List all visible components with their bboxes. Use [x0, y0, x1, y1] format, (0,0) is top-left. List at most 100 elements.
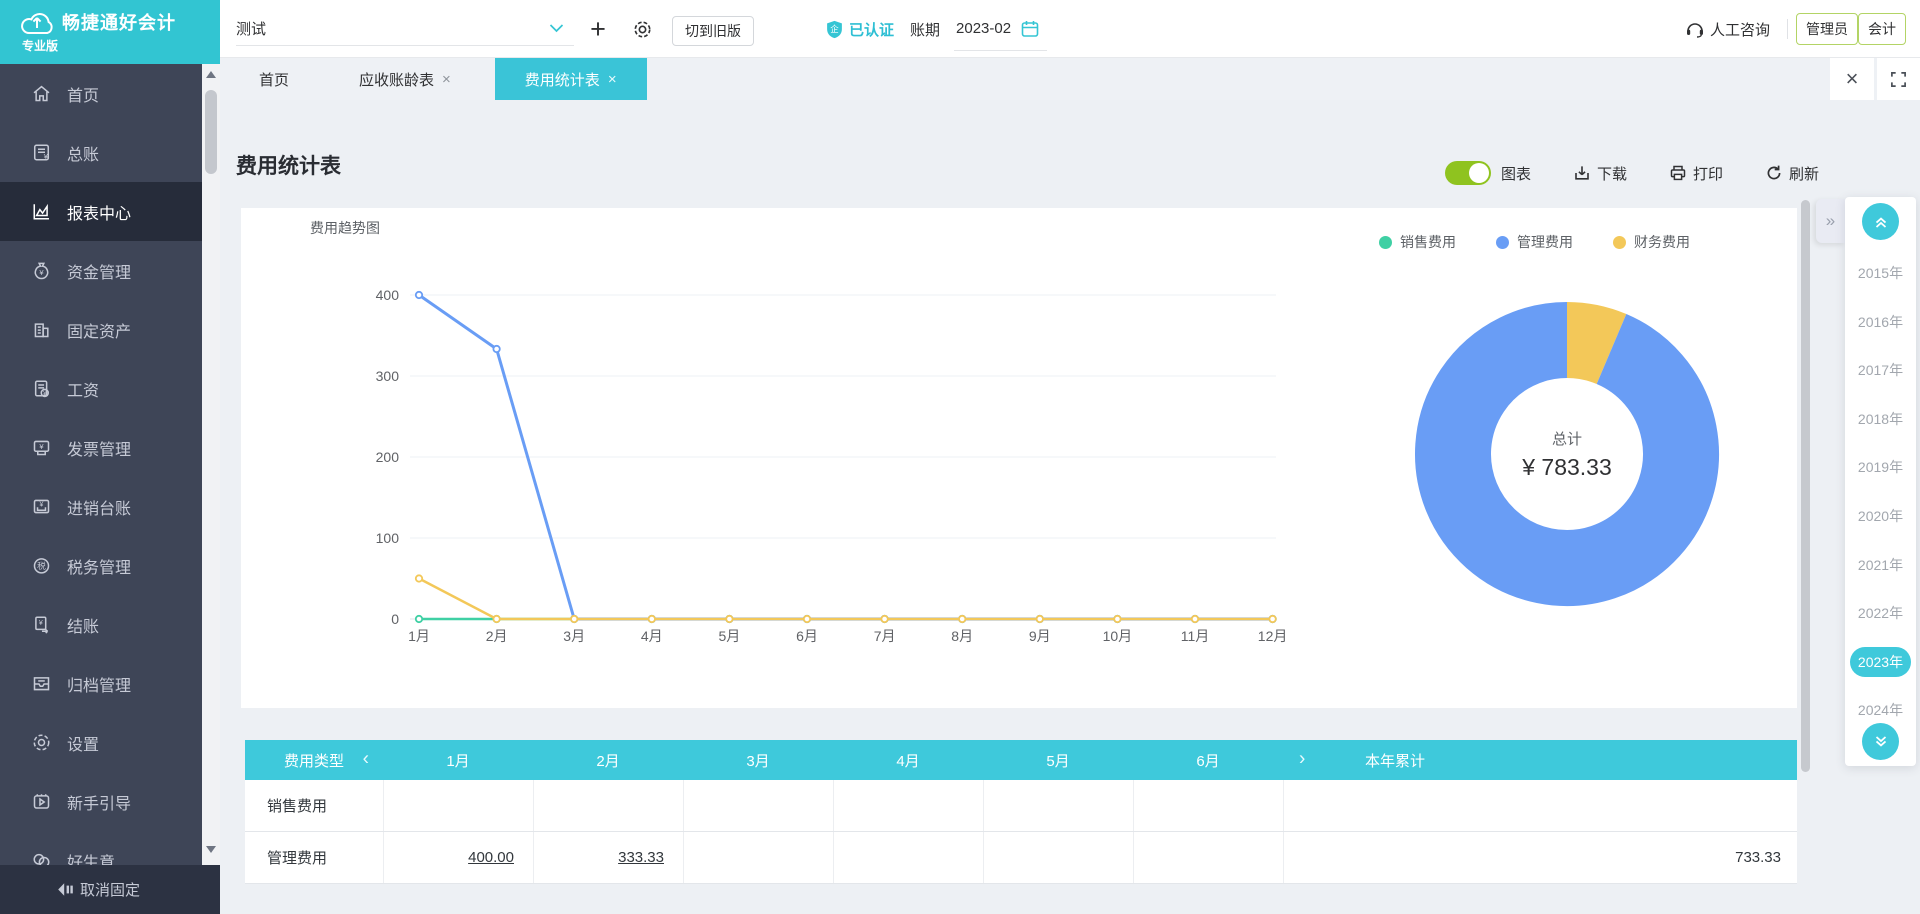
- funds-icon: ¥: [34, 262, 49, 280]
- sidebar-item-label: 归档管理: [67, 677, 132, 695]
- sidebar-scrollbar[interactable]: [202, 64, 220, 865]
- scroll-down-arrow-icon[interactable]: [202, 841, 220, 857]
- topbar: 测试 + 切到旧版 企 已认证 账期 2023-02: [220, 0, 1920, 58]
- svg-text:1月: 1月: [408, 628, 430, 644]
- legend-item-管理费用[interactable]: 管理费用: [1496, 232, 1573, 252]
- account-set-selector[interactable]: 测试: [236, 0, 574, 46]
- chart-view-toggle[interactable]: [1445, 161, 1491, 185]
- scroll-months-right-icon[interactable]: ›: [1299, 748, 1306, 770]
- download-label: 下载: [1597, 165, 1628, 183]
- svg-text:2月: 2月: [486, 628, 508, 644]
- expense-donut-chart: 总计 ¥ 783.33: [1407, 294, 1727, 619]
- year-item-2023年[interactable]: 2023年: [1850, 646, 1911, 677]
- fullscreen-button[interactable]: [1877, 58, 1920, 100]
- svg-text:300: 300: [376, 368, 400, 384]
- accounting-period: 账期 2023-02: [910, 0, 1048, 58]
- guide-icon: [33, 794, 50, 809]
- year-item-2016年[interactable]: 2016年: [1857, 313, 1904, 330]
- year-item-2018年[interactable]: 2018年: [1857, 410, 1904, 427]
- close-view-button[interactable]: ×: [1830, 58, 1874, 100]
- chart-legend: 销售费用 管理费用 财务费用: [1379, 232, 1690, 252]
- year-scroll-down-button[interactable]: [1862, 723, 1899, 760]
- print-button[interactable]: 打印: [1669, 163, 1723, 184]
- cell-value-link[interactable]: 333.33: [618, 849, 664, 866]
- year-scroll-up-button[interactable]: [1862, 203, 1899, 240]
- tab-close-icon[interactable]: ×: [607, 70, 617, 88]
- legend-item-财务费用[interactable]: 财务费用: [1613, 232, 1690, 252]
- svg-text:¥: ¥: [43, 391, 47, 398]
- settings-gear-button[interactable]: [622, 0, 662, 58]
- double-chevron-right-icon: »: [1825, 211, 1836, 230]
- svg-text:5月: 5月: [719, 628, 741, 644]
- svg-text:4月: 4月: [641, 628, 663, 644]
- sidebar-item-settings[interactable]: 设置: [0, 713, 202, 772]
- sidebar-scroll-thumb[interactable]: [205, 90, 217, 174]
- sidebar-item-report-center[interactable]: 报表中心: [0, 182, 202, 241]
- column-header-1月: 1月: [383, 740, 533, 780]
- sidebar-item-archive[interactable]: 归档管理: [0, 654, 202, 713]
- sidebar-item-label: 税务管理: [67, 559, 132, 577]
- expense-chart-card: 费用趋势图 销售费用 管理费用 财务费用 400 300 200 100 0 1月 2月 3月 4月…: [241, 208, 1797, 708]
- sidebar-item-fixed-assets[interactable]: 固定资产: [0, 300, 202, 359]
- double-chevron-down-icon: [1875, 735, 1886, 747]
- sidebar-item-general-ledger[interactable]: ¥ 总账: [0, 123, 202, 182]
- double-chevron-up-icon: [1875, 216, 1886, 228]
- switch-to-old-version-button[interactable]: 切到旧版: [672, 16, 754, 46]
- cell-value-link[interactable]: 400.00: [468, 849, 514, 866]
- sidebar-item-guide[interactable]: 新手引导: [0, 772, 202, 831]
- year-item-2019年[interactable]: 2019年: [1857, 459, 1904, 476]
- main-content: 费用统计表 图表 下载 打印: [220, 100, 1920, 914]
- year-item-2024年[interactable]: 2024年: [1857, 702, 1904, 719]
- sidebar-item-label: 进销台账: [67, 500, 132, 518]
- scroll-up-arrow-icon[interactable]: [202, 66, 220, 82]
- sidebar-item-payroll[interactable]: ¥ 工资: [0, 359, 202, 418]
- svg-text:¥: ¥: [39, 620, 43, 627]
- scroll-months-left-icon[interactable]: ‹: [362, 748, 369, 770]
- sidebar-item-label: 首页: [67, 87, 100, 105]
- add-account-set-button[interactable]: +: [578, 0, 618, 58]
- year-item-2015年[interactable]: 2015年: [1857, 265, 1904, 281]
- cell-value: 733.33: [1735, 849, 1781, 866]
- sidebar-item-home[interactable]: 首页: [0, 64, 202, 123]
- support-label: 人工咨询: [1709, 21, 1770, 39]
- support-button[interactable]: 人工咨询: [1685, 0, 1770, 58]
- sidebar-item-label: 工资: [67, 382, 100, 400]
- svg-text:10月: 10月: [1103, 628, 1133, 644]
- legend-dot: [1496, 235, 1509, 249]
- sidebar-item-label: 发票管理: [67, 441, 132, 459]
- year-item-2017年[interactable]: 2017年: [1857, 362, 1904, 379]
- sidebar-item-tax[interactable]: 税 税务管理: [0, 536, 202, 595]
- table-cell: [1283, 780, 1797, 831]
- sidebar-item-funds[interactable]: ¥ 资金管理: [0, 241, 202, 300]
- period-value: 2023-02: [956, 20, 1012, 37]
- sidebar-item-invoice[interactable]: ¥ 发票管理: [0, 418, 202, 477]
- svg-text:企: 企: [830, 24, 839, 34]
- svg-text:¥: ¥: [39, 442, 44, 451]
- download-button[interactable]: 下载: [1573, 163, 1627, 184]
- role-accountant-button[interactable]: 会计: [1858, 13, 1906, 45]
- tab-应收账龄表[interactable]: 应收账龄表 ×: [333, 58, 477, 100]
- tab-close-icon[interactable]: ×: [442, 70, 451, 88]
- svg-text:200: 200: [376, 449, 400, 465]
- content-scrollbar-thumb[interactable]: [1801, 200, 1810, 772]
- sidebar-item-closing[interactable]: ¥ 结账: [0, 595, 202, 654]
- year-item-2021年[interactable]: 2021年: [1857, 556, 1904, 573]
- certified-badge[interactable]: 企 已认证: [825, 0, 894, 58]
- sidebar-item-purchase-sales[interactable]: ¥ 进销台账: [0, 477, 202, 536]
- year-item-2020年[interactable]: 2020年: [1857, 508, 1904, 524]
- column-header-2月: 2月: [533, 740, 683, 780]
- tab-费用统计表[interactable]: 费用统计表 ×: [494, 58, 647, 100]
- tab-首页[interactable]: 首页: [233, 58, 315, 100]
- year-item-2022年[interactable]: 2022年: [1857, 605, 1904, 622]
- period-value-selector[interactable]: 2023-02: [954, 8, 1048, 51]
- column-header-label: 1月: [446, 752, 470, 770]
- legend-item-销售费用[interactable]: 销售费用: [1379, 232, 1456, 252]
- column-header-6月: 6月: [1133, 740, 1283, 780]
- column-header-费用类型: 费用类型 ‹: [245, 740, 383, 780]
- unpin-sidebar-button[interactable]: 取消固定: [0, 865, 220, 914]
- role-admin-button[interactable]: 管理员: [1796, 13, 1858, 45]
- refresh-button[interactable]: 刷新: [1765, 163, 1819, 184]
- table-cell: [1133, 780, 1283, 831]
- year-panel-collapse-handle[interactable]: »: [1816, 199, 1845, 243]
